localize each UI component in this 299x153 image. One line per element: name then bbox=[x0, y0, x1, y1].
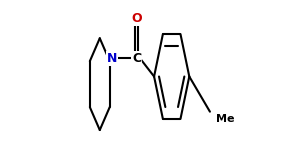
Text: O: O bbox=[131, 12, 142, 25]
Text: C: C bbox=[132, 52, 141, 65]
Text: Me: Me bbox=[216, 114, 234, 124]
Text: N: N bbox=[107, 52, 117, 65]
